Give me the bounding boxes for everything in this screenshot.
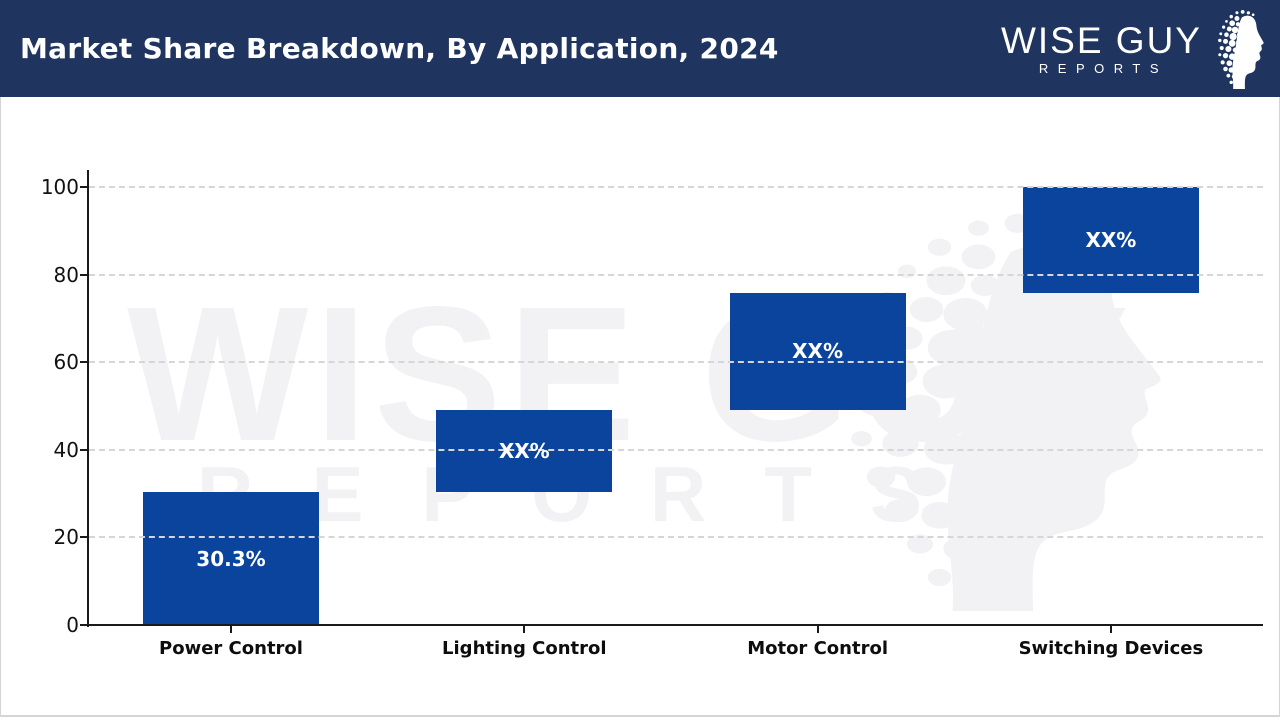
y-tick-mark	[80, 273, 87, 276]
y-tick-label: 0	[66, 613, 79, 637]
y-tick-label: 80	[53, 262, 79, 287]
bar-value-label: XX%	[498, 439, 550, 464]
x-tick-mark	[816, 626, 819, 633]
x-tick-mark	[1109, 626, 1112, 633]
watermark: WISE GUY REPORTS	[1, 97, 1279, 715]
header: Market Share Breakdown, By Application, …	[0, 0, 1280, 97]
gridline-40	[89, 448, 1263, 451]
logo-wordmark: WISE GUY	[1000, 20, 1202, 61]
y-tick-mark	[80, 536, 87, 539]
bar-value-label: XX%	[792, 339, 844, 364]
y-tick-mark	[80, 186, 87, 188]
y-axis-line	[87, 170, 89, 627]
gridline-20	[89, 536, 1263, 539]
waterfall-chart: 0 20 40 60 80 100 30.3% Power Control XX% Lightin…	[1, 97, 1279, 715]
bar-value-label: XX%	[1085, 227, 1137, 252]
bar-value-label: 30.3%	[196, 546, 266, 571]
chart-panel: WISE GUY REPORTS 0 20 40 60 80 100 30.3% Power …	[0, 97, 1280, 717]
gridline-80	[89, 273, 1263, 276]
x-category-label-power-control: Power Control	[159, 638, 303, 659]
y-tick-mark	[80, 624, 87, 626]
page-title: Market Share Breakdown, By Application, …	[20, 32, 779, 65]
x-tick-mark	[230, 626, 232, 633]
logo-text: WISE GUY REPORTS	[1001, 22, 1202, 75]
x-axis-line	[87, 624, 1263, 626]
gridline-100	[89, 186, 1263, 188]
waterfall-bar-lighting-control	[436, 409, 613, 493]
wise-guy-logo: WISE GUY REPORTS	[1001, 9, 1266, 89]
logo-head-icon	[1218, 9, 1264, 89]
x-category-label-lighting-control: Lighting Control	[442, 638, 607, 659]
x-category-label-switching-devices: Switching Devices	[1018, 638, 1204, 659]
waterfall-bar-motor-control	[729, 292, 906, 410]
y-tick-label: 20	[53, 525, 79, 550]
x-tick-mark	[523, 626, 526, 633]
y-tick-label: 100	[40, 175, 79, 199]
waterfall-bar-power-control	[143, 492, 319, 625]
y-tick-label: 60	[53, 350, 79, 375]
x-category-label-motor-control: Motor Control	[747, 638, 888, 659]
logo-subtitle: REPORTS	[1038, 61, 1169, 76]
y-tick-label: 40	[53, 437, 79, 462]
gridline-60	[89, 361, 1263, 364]
y-tick-mark	[80, 361, 87, 364]
y-tick-mark	[80, 448, 87, 451]
